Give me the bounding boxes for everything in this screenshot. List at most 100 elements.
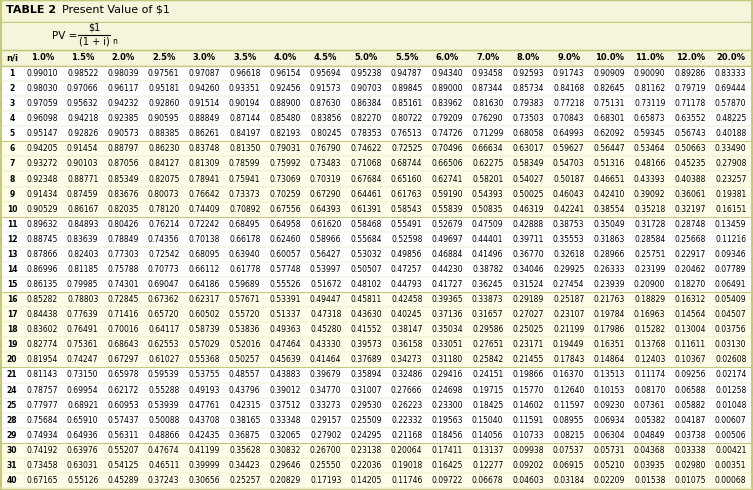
Text: 0.91434: 0.91434	[26, 190, 58, 198]
Text: 0.83676: 0.83676	[108, 190, 139, 198]
Text: 0.17986: 0.17986	[593, 325, 625, 334]
Text: 19: 19	[7, 341, 17, 349]
Text: 0.87866: 0.87866	[26, 250, 58, 259]
Text: 0.40245: 0.40245	[391, 310, 422, 319]
Text: 0.35034: 0.35034	[431, 325, 463, 334]
Bar	[0, 292, 753, 307]
Text: 0.33051: 0.33051	[431, 341, 463, 349]
Text: 0.02209: 0.02209	[593, 476, 625, 485]
Text: 0.93351: 0.93351	[229, 84, 261, 93]
Text: 0.66506: 0.66506	[431, 159, 463, 169]
Text: 0.22332: 0.22332	[391, 416, 422, 425]
Text: 0.55526: 0.55526	[270, 280, 301, 289]
Text: 0.45639: 0.45639	[270, 355, 301, 365]
Text: 0.17193: 0.17193	[310, 476, 341, 485]
Text: 0.63017: 0.63017	[513, 145, 544, 153]
Text: 0.93272: 0.93272	[26, 159, 58, 169]
Text: 0.74934: 0.74934	[26, 431, 58, 440]
Text: 0.01538: 0.01538	[634, 476, 666, 485]
Text: 0.79383: 0.79383	[513, 99, 544, 108]
Text: 0.19715: 0.19715	[472, 386, 504, 394]
Text: 0.31180: 0.31180	[431, 355, 463, 365]
Text: 0.73119: 0.73119	[634, 99, 666, 108]
Text: 0.94340: 0.94340	[431, 69, 463, 78]
Text: 0.49193: 0.49193	[188, 386, 220, 394]
Text: 0.86996: 0.86996	[26, 265, 58, 274]
Text: 2.0%: 2.0%	[111, 53, 135, 63]
Text: 0.17843: 0.17843	[553, 355, 584, 365]
Text: 0.00351: 0.00351	[715, 461, 746, 470]
Text: 0.61763: 0.61763	[391, 190, 422, 198]
Text: 0.75131: 0.75131	[593, 99, 625, 108]
Text: 0.97087: 0.97087	[188, 69, 220, 78]
Text: 0.75361: 0.75361	[67, 341, 99, 349]
Text: 0.98030: 0.98030	[26, 84, 58, 93]
Text: 0.78803: 0.78803	[67, 295, 99, 304]
Text: 0.36158: 0.36158	[391, 341, 422, 349]
Text: 0.18425: 0.18425	[472, 401, 503, 410]
Text: 0.31524: 0.31524	[513, 280, 544, 289]
Text: 0.16351: 0.16351	[593, 341, 625, 349]
Text: 0.49697: 0.49697	[431, 235, 463, 244]
Text: 0.42888: 0.42888	[513, 220, 544, 229]
Text: 0.14564: 0.14564	[675, 310, 706, 319]
Text: 5: 5	[10, 129, 14, 138]
Text: 0.84197: 0.84197	[229, 129, 261, 138]
Text: 0.51337: 0.51337	[270, 310, 301, 319]
Text: 0.52016: 0.52016	[229, 341, 261, 349]
Text: 0.42315: 0.42315	[229, 401, 261, 410]
Text: 0.70496: 0.70496	[431, 145, 463, 153]
Text: 0.56743: 0.56743	[675, 129, 706, 138]
Text: 0.09230: 0.09230	[593, 401, 625, 410]
Text: 0.06678: 0.06678	[472, 476, 504, 485]
Text: 7: 7	[9, 159, 15, 169]
Text: 0.04187: 0.04187	[675, 416, 706, 425]
Bar	[0, 383, 753, 397]
Text: 0.06915: 0.06915	[553, 461, 584, 470]
Text: 0.94218: 0.94218	[67, 114, 99, 123]
Text: 0.35553: 0.35553	[553, 235, 584, 244]
Text: 0.86261: 0.86261	[188, 129, 220, 138]
Text: 0.03756: 0.03756	[715, 325, 746, 334]
Text: 0.53464: 0.53464	[634, 145, 666, 153]
Text: 0.20900: 0.20900	[634, 280, 666, 289]
Text: 10: 10	[7, 205, 17, 214]
Text: 0.81630: 0.81630	[472, 99, 504, 108]
Text: 0.96098: 0.96098	[26, 114, 58, 123]
Text: 0.68058: 0.68058	[513, 129, 544, 138]
Text: 0.46511: 0.46511	[148, 461, 179, 470]
Text: 0.82645: 0.82645	[593, 84, 625, 93]
Text: 0.83856: 0.83856	[310, 114, 341, 123]
Bar	[0, 397, 753, 413]
Text: 10.0%: 10.0%	[595, 53, 623, 63]
Text: 0.09346: 0.09346	[715, 250, 746, 259]
Text: Present Value of $1: Present Value of $1	[55, 5, 170, 15]
Text: 0.20462: 0.20462	[675, 265, 706, 274]
Text: 0.32486: 0.32486	[391, 370, 422, 379]
Text: 0.39999: 0.39999	[188, 461, 220, 470]
Text: 0.94260: 0.94260	[188, 84, 220, 93]
Text: 0.00421: 0.00421	[715, 446, 746, 455]
Text: 28: 28	[7, 416, 17, 425]
Text: 0.54393: 0.54393	[472, 190, 504, 198]
Text: 0.85480: 0.85480	[270, 114, 301, 123]
Bar	[0, 22, 753, 50]
Text: 0.27908: 0.27908	[715, 159, 746, 169]
Text: 0.27666: 0.27666	[391, 386, 422, 394]
Bar	[0, 443, 753, 458]
Text: 0.12403: 0.12403	[634, 355, 666, 365]
Text: 0.67290: 0.67290	[310, 190, 342, 198]
Text: 21: 21	[7, 370, 17, 379]
Text: 0.68495: 0.68495	[229, 220, 261, 229]
Text: 0.98522: 0.98522	[67, 69, 99, 78]
Text: 0.25751: 0.25751	[634, 250, 666, 259]
Text: 0.54703: 0.54703	[553, 159, 584, 169]
Text: 0.37512: 0.37512	[270, 401, 301, 410]
Text: 0.17411: 0.17411	[431, 446, 463, 455]
Bar	[0, 262, 753, 277]
Text: 0.35218: 0.35218	[634, 205, 666, 214]
Text: 0.65720: 0.65720	[148, 310, 179, 319]
Text: 0.91454: 0.91454	[67, 145, 99, 153]
Text: 12.0%: 12.0%	[675, 53, 705, 63]
Text: 0.61391: 0.61391	[351, 205, 382, 214]
